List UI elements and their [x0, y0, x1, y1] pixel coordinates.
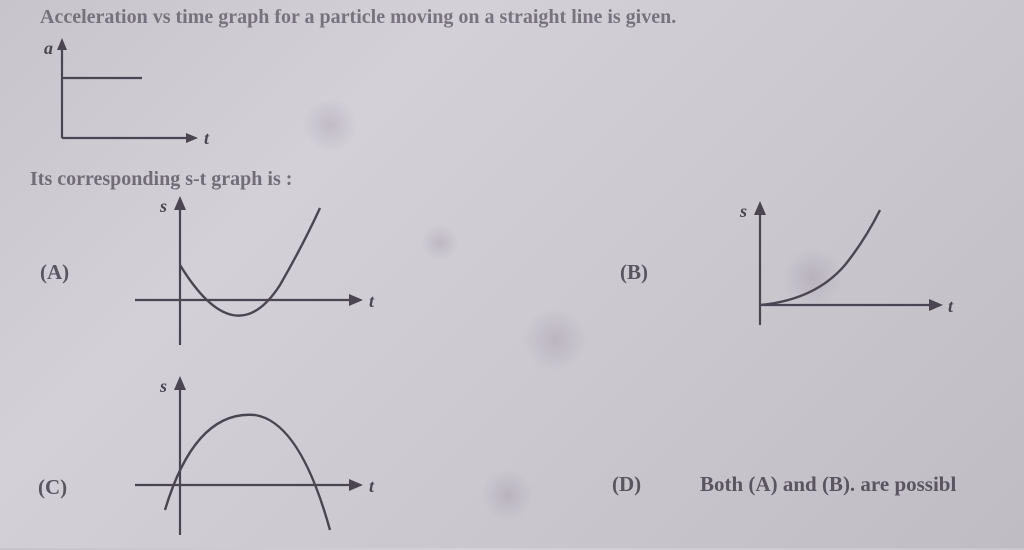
option-a-graph: s t	[125, 190, 385, 365]
option-b-label: (B)	[620, 260, 648, 285]
option-a-y-label: s	[159, 196, 167, 216]
option-b-graph: s t	[720, 195, 970, 355]
given-graph-a-t: a t	[32, 28, 232, 158]
question-line-2: Its corresponding s-t graph is :	[30, 168, 292, 191]
given-x-label: t	[204, 128, 210, 148]
option-a-label: (A)	[40, 260, 69, 285]
option-c-x-label: t	[369, 476, 375, 496]
given-y-label: a	[44, 38, 53, 58]
option-c-label: (C)	[38, 475, 67, 500]
option-d-text: Both (A) and (B). are possibl	[700, 472, 956, 497]
option-c-graph: s t	[125, 370, 385, 550]
question-line-1: Acceleration vs time graph for a particl…	[40, 6, 676, 29]
option-c-y-label: s	[159, 376, 167, 396]
option-d-label: (D)	[612, 472, 641, 497]
option-a-x-label: t	[369, 291, 375, 311]
option-b-x-label: t	[948, 296, 954, 316]
option-b-y-label: s	[739, 201, 747, 221]
